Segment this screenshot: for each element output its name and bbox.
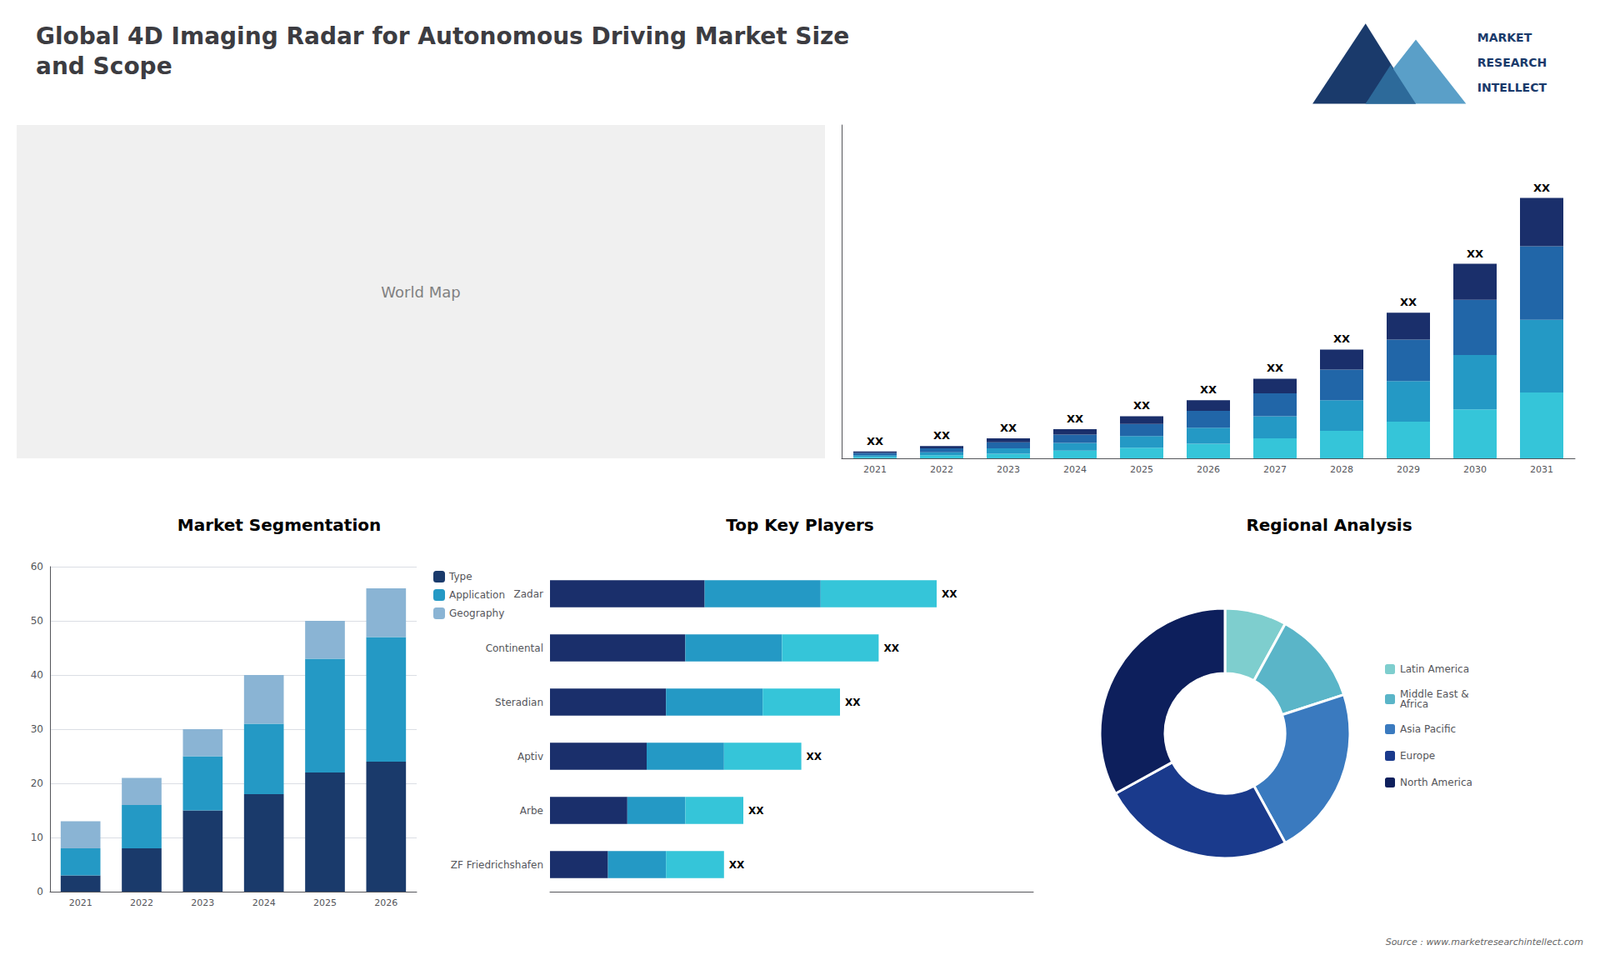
svg-text:XX: XX (1066, 412, 1084, 425)
svg-text:ZF Friedrichshafen: ZF Friedrichshafen (450, 859, 544, 871)
svg-text:XX: XX (748, 805, 765, 817)
svg-text:2025: 2025 (1130, 464, 1154, 475)
svg-text:Zadar: Zadar (514, 588, 545, 600)
svg-text:Steradian: Steradian (495, 696, 544, 709)
svg-text:2026: 2026 (1196, 464, 1220, 475)
svg-text:XX: XX (866, 435, 884, 448)
svg-text:2029: 2029 (1396, 464, 1420, 475)
svg-text:XX: XX (1133, 399, 1150, 412)
svg-text:Middle East &: Middle East & (1400, 688, 1469, 700)
svg-text:XX: XX (1200, 383, 1217, 396)
svg-text:XX: XX (1266, 361, 1284, 375)
svg-text:2027: 2027 (1263, 464, 1287, 475)
svg-text:2021: 2021 (69, 897, 93, 909)
svg-text:2024: 2024 (252, 897, 276, 909)
svg-text:XX: XX (845, 696, 861, 709)
svg-text:2030: 2030 (1463, 464, 1487, 475)
svg-text:World Map: World Map (380, 283, 460, 301)
svg-text:Global 4D Imaging Radar for Au: Global 4D Imaging Radar for Autonomous D… (35, 22, 850, 50)
svg-text:XX: XX (883, 642, 900, 655)
svg-text:XX: XX (1333, 332, 1350, 345)
svg-text:and Scope: and Scope (35, 52, 173, 80)
svg-text:2024: 2024 (1063, 464, 1087, 475)
svg-text:0: 0 (36, 885, 44, 898)
svg-text:INTELLECT: INTELLECT (1477, 80, 1548, 95)
svg-text:Geography: Geography (449, 607, 505, 620)
svg-text:Africa: Africa (1400, 698, 1429, 710)
svg-text:40: 40 (30, 669, 44, 681)
svg-text:Latin America: Latin America (1400, 663, 1470, 675)
svg-text:20: 20 (30, 777, 44, 790)
svg-text:2025: 2025 (313, 897, 337, 909)
svg-text:RESEARCH: RESEARCH (1477, 55, 1548, 70)
svg-text:2026: 2026 (374, 897, 398, 909)
svg-text:2023: 2023 (996, 464, 1020, 475)
svg-text:Application: Application (449, 589, 505, 601)
svg-text:2021: 2021 (863, 464, 887, 475)
svg-text:Arbe: Arbe (520, 805, 544, 817)
svg-text:Asia Pacific: Asia Pacific (1400, 723, 1456, 735)
svg-text:Continental: Continental (485, 642, 544, 655)
svg-text:2028: 2028 (1330, 464, 1354, 475)
svg-text:Type: Type (448, 570, 473, 583)
svg-text:XX: XX (933, 429, 950, 442)
svg-text:50: 50 (30, 615, 44, 627)
svg-text:XX: XX (1000, 421, 1017, 435)
svg-text:10: 10 (30, 831, 44, 844)
svg-text:XX: XX (806, 750, 823, 763)
svg-text:Market Segmentation: Market Segmentation (177, 515, 382, 535)
svg-text:Europe: Europe (1400, 750, 1435, 762)
svg-text:XX: XX (1400, 295, 1417, 309)
svg-text:XX: XX (941, 588, 958, 600)
svg-text:2022: 2022 (930, 464, 954, 475)
svg-text:2023: 2023 (190, 897, 215, 909)
svg-text:Source : www.marketresearchint: Source : www.marketresearchintellect.com (1385, 936, 1584, 948)
svg-text:Aptiv: Aptiv (517, 750, 544, 763)
svg-text:MARKET: MARKET (1477, 30, 1533, 45)
svg-text:2031: 2031 (1530, 464, 1554, 475)
svg-text:60: 60 (30, 560, 44, 573)
svg-text:XX: XX (729, 859, 745, 871)
svg-text:North America: North America (1400, 776, 1473, 789)
svg-text:XX: XX (1533, 181, 1550, 195)
svg-text:XX: XX (1466, 247, 1484, 260)
svg-text:2022: 2022 (130, 897, 154, 909)
svg-text:Top Key Players: Top Key Players (725, 515, 874, 535)
svg-text:Regional Analysis: Regional Analysis (1245, 515, 1412, 535)
svg-text:30: 30 (30, 723, 44, 735)
